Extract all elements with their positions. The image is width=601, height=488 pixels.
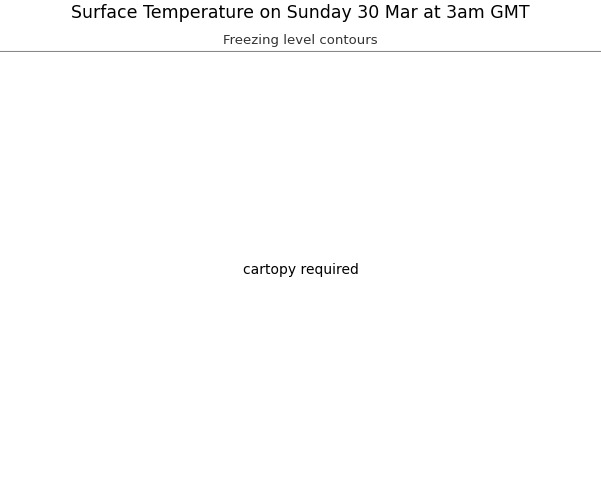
Text: Surface Temperature on Sunday 30 Mar at 3am GMT: Surface Temperature on Sunday 30 Mar at … (71, 4, 530, 22)
Text: Freezing level contours: Freezing level contours (223, 34, 378, 47)
Text: cartopy required: cartopy required (243, 263, 358, 277)
